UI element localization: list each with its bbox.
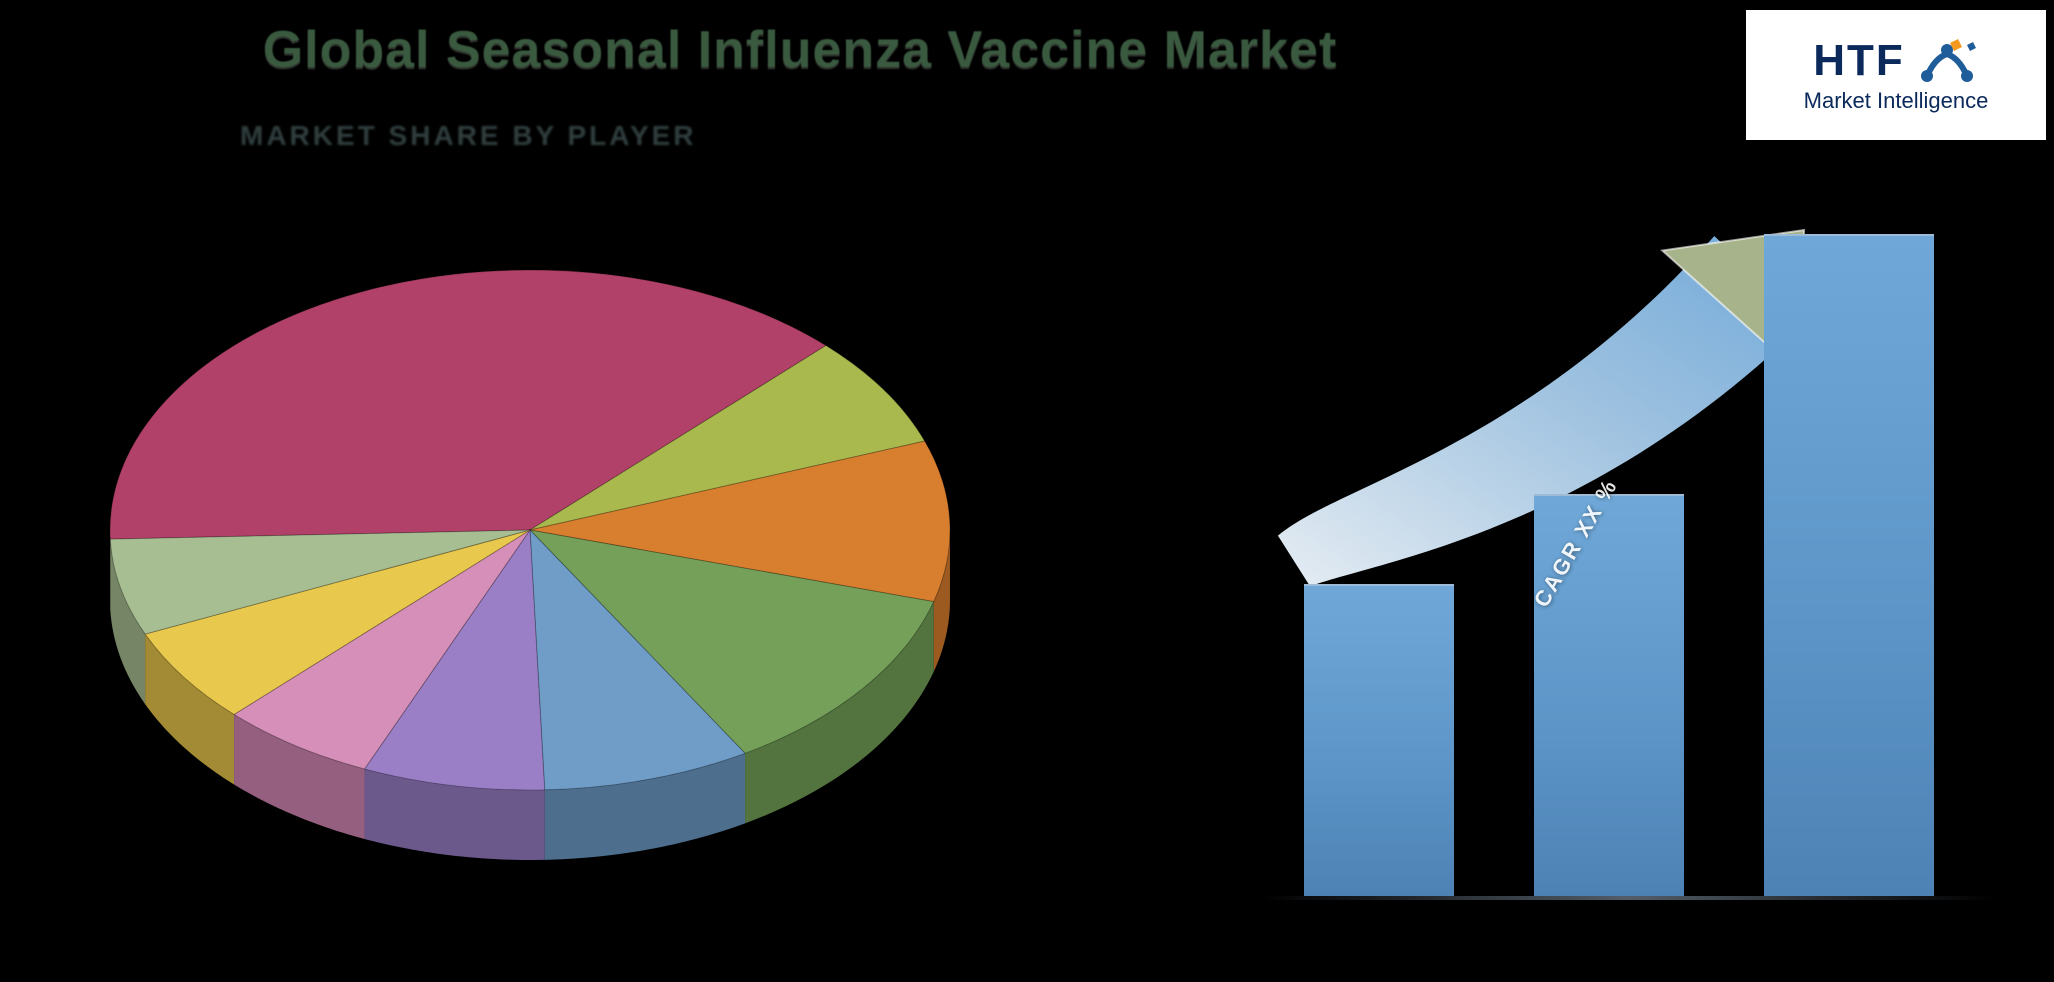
brand-logo-letters: HTF — [1813, 36, 1905, 86]
page-title: Global Seasonal Influenza Vaccine Market — [200, 20, 1400, 80]
bar-3 — [1764, 234, 1934, 896]
brand-logo: HTF Market Intelligence — [1746, 10, 2046, 140]
page-root: Global Seasonal Influenza Vaccine Market… — [0, 0, 2054, 982]
brand-logo-top: HTF — [1813, 36, 1979, 86]
pie-chart — [60, 190, 1000, 910]
bar-chart: CAGR XX % — [1264, 170, 1994, 930]
pie-subtitle: MARKET SHARE BY PLAYER — [240, 120, 697, 152]
brand-logo-tagline: Market Intelligence — [1804, 88, 1989, 114]
brand-logo-icon — [1915, 36, 1979, 86]
pie-chart-svg — [60, 190, 1000, 910]
bar-1 — [1304, 584, 1454, 896]
bar-baseline — [1264, 896, 1994, 900]
